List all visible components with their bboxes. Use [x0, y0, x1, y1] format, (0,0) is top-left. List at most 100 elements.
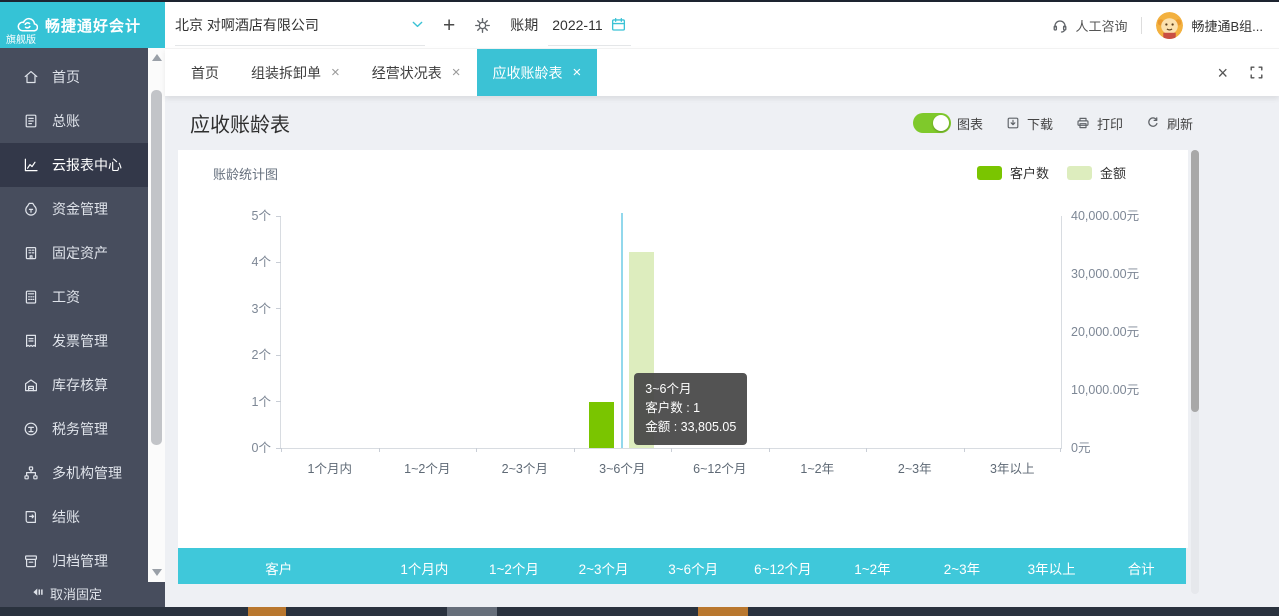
sidebar-item-cloud-reports[interactable]: 云报表中心: [0, 143, 148, 187]
y-axis-left-label: 1个: [251, 394, 271, 409]
period-selector[interactable]: 2022-11: [548, 4, 631, 46]
tab-label: 组装拆卸单: [251, 64, 321, 81]
sidebar-item-home[interactable]: 首页: [0, 55, 148, 99]
y-axis-right-label: 0元: [1071, 441, 1091, 455]
y-axis-left-label: 0个: [251, 441, 271, 455]
tooltip-customer-count: 客户数 : 1: [645, 400, 701, 415]
tab-close-icon[interactable]: ×: [572, 64, 582, 81]
chart-title: 账龄统计图: [213, 167, 279, 182]
unpin-sidebar-button[interactable]: 取消固定: [0, 579, 148, 607]
plot-area[interactable]: 3~6个月 客户数 : 1 金额 : 33,805.05 0个 1个 2个 3个 4个 5…: [252, 209, 1140, 476]
chart-tooltip: 3~6个月 客户数 : 1 金额 : 33,805.05: [634, 372, 748, 445]
tax-badge-icon: [24, 422, 38, 436]
table-header-row: 客户 1个月内 1~2个月 2~3个月 3~6个月 6~12个月 1~2年 2~…: [178, 548, 1186, 584]
add-account-set-button[interactable]: +: [443, 13, 456, 37]
x-axis-tick: [671, 448, 672, 452]
closing-book-icon: [25, 511, 36, 523]
sidebar-scrollbar[interactable]: [148, 48, 165, 582]
y-axis-right-label: 30,000.00元: [1071, 267, 1140, 281]
sidebar-item-archive[interactable]: 归档管理: [0, 539, 148, 583]
x-axis-label: 1个月内: [307, 462, 352, 476]
home-icon: [24, 71, 38, 84]
money-bag-icon: [25, 202, 37, 216]
tab-home[interactable]: 首页: [175, 49, 235, 96]
close-all-tabs-icon[interactable]: ×: [1217, 62, 1228, 83]
cloud-logo-icon: [17, 17, 38, 32]
company-selector[interactable]: 北京 对啊酒店有限公司: [175, 4, 425, 46]
settings-gear-icon[interactable]: [473, 16, 492, 35]
sidebar-item-multi-org[interactable]: 多机构管理: [0, 451, 148, 495]
sidebar: 畅捷通好会计 旗舰版 首页 总账 云报表中心 资金管理 固定资产: [0, 2, 165, 607]
legend-label: 金额: [1099, 166, 1126, 181]
y-axis-right-label: 10,000.00元: [1071, 383, 1140, 397]
x-axis-label: 3年以上: [990, 462, 1035, 476]
y-axis-left-label: 5个: [251, 209, 271, 223]
app-logo[interactable]: 畅捷通好会计 旗舰版: [0, 2, 165, 48]
ledger-icon: [25, 114, 37, 128]
sidebar-item-label: 总账: [52, 113, 80, 129]
sidebar-item-salary[interactable]: 工资: [0, 275, 148, 319]
y-axis-right-label: 40,000.00元: [1071, 209, 1140, 223]
x-axis-tick: [476, 448, 477, 452]
x-axis-label: 3~6个月: [599, 462, 646, 476]
top-bar: 北京 对啊酒店有限公司 + 账期 2022-11 人工咨询 畅捷通B组...: [165, 2, 1279, 48]
tab-close-icon[interactable]: ×: [331, 64, 340, 81]
refresh-button[interactable]: 刷新: [1145, 114, 1193, 133]
scroll-up-arrow-icon[interactable]: [152, 54, 162, 61]
x-axis-label: 2~3年: [897, 462, 932, 476]
sidebar-item-invoice[interactable]: 发票管理: [0, 319, 148, 363]
sidebar-item-label: 结账: [52, 509, 80, 525]
tab-operating-report[interactable]: 经营状况表 ×: [356, 49, 477, 96]
legend-item-amount[interactable]: 金额: [1066, 163, 1126, 182]
tab-close-icon[interactable]: ×: [451, 64, 461, 81]
warehouse-icon: [25, 379, 37, 392]
sidebar-item-funds[interactable]: 资金管理: [0, 187, 148, 231]
building-icon: [25, 246, 37, 260]
refresh-icon: [1148, 117, 1158, 127]
user-name[interactable]: 畅捷通B组...: [1191, 18, 1263, 34]
user-avatar[interactable]: [1156, 11, 1184, 39]
main-content: 应收账龄表 图表 下载 打印 刷新: [165, 96, 1279, 607]
legend-item-customer-count[interactable]: 客户数: [976, 163, 1049, 182]
fullscreen-icon[interactable]: [1248, 64, 1265, 81]
support-button[interactable]: 人工咨询: [1051, 16, 1127, 35]
sidebar-item-inventory[interactable]: 库存核算: [0, 363, 148, 407]
tab-assembly-order[interactable]: 组装拆卸单 ×: [235, 49, 356, 96]
content-scrollbar-thumb[interactable]: [1191, 150, 1199, 412]
chart-legend: 客户数 金额: [976, 163, 1126, 182]
table-header-cell: 3年以上: [1027, 562, 1076, 577]
divider: [1141, 16, 1143, 34]
tooltip-amount: 金额 : 33,805.05: [645, 420, 737, 435]
sidebar-item-label: 归档管理: [52, 553, 108, 569]
sidebar-item-general-ledger[interactable]: 总账: [0, 99, 148, 143]
bar-客户数[interactable]: [588, 401, 614, 448]
period-value: 2022-11: [552, 16, 603, 33]
toggle-switch[interactable]: [912, 113, 951, 133]
period-label: 账期: [510, 17, 539, 33]
sidebar-item-fixed-assets[interactable]: 固定资产: [0, 231, 148, 275]
sidebar-item-label: 首页: [52, 69, 80, 85]
y-axis-left-tick: [276, 401, 281, 403]
tab-aging-report[interactable]: 应收账龄表 ×: [476, 49, 598, 96]
chart-view-toggle[interactable]: 图表: [912, 113, 983, 133]
chart-report-icon: [24, 158, 38, 172]
sidebar-item-tax[interactable]: 税务管理: [0, 407, 148, 451]
sidebar-item-label: 税务管理: [52, 421, 108, 437]
headset-icon: [1054, 20, 1067, 33]
tab-tools: ×: [1217, 49, 1279, 96]
download-button[interactable]: 下载: [1005, 114, 1053, 133]
org-chart-icon: [24, 466, 38, 480]
print-button[interactable]: 打印: [1075, 114, 1123, 133]
y-axis-left-tick: [276, 354, 281, 356]
sidebar-scrollbar-thumb[interactable]: [151, 90, 162, 445]
sidebar-item-label: 发票管理: [52, 333, 108, 349]
content-scrollbar[interactable]: [1191, 150, 1199, 594]
archive-box-icon: [24, 555, 38, 568]
x-axis-tick: [768, 448, 770, 452]
table-header-cell: 1~2年: [854, 562, 891, 577]
sidebar-item-closing[interactable]: 结账: [0, 495, 148, 539]
scroll-down-arrow-icon[interactable]: [152, 569, 162, 576]
sidebar-item-label: 资金管理: [52, 201, 108, 217]
y-axis-left-label: 4个: [251, 255, 271, 270]
